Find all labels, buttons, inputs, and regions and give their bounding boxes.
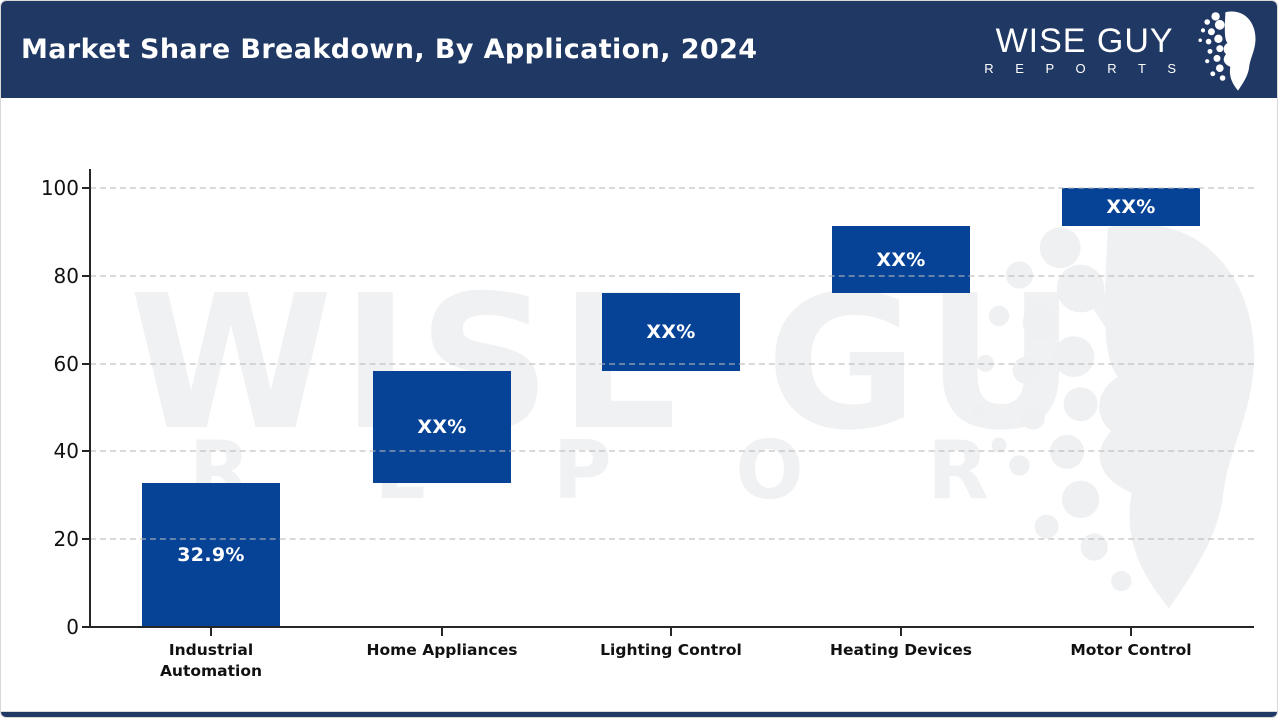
bar-segment: 32.9%: [142, 482, 280, 627]
x-tick-label: Lighting Control: [600, 641, 742, 659]
header-bar: Market Share Breakdown, By Application, …: [1, 1, 1277, 98]
y-tick-mark: [82, 274, 89, 277]
x-tick-mark: [441, 628, 443, 636]
x-tick-mark: [900, 628, 902, 636]
gridline: [90, 450, 1254, 453]
y-tick-mark: [82, 450, 89, 453]
x-tick-label: Home Appliances: [366, 641, 518, 659]
gridline: [90, 538, 1254, 541]
y-tick-mark: [82, 362, 89, 365]
logo-text: WISE GUY R E P O R T S: [984, 23, 1185, 77]
x-tick-mark: [1130, 628, 1132, 636]
x-tick-mark: [210, 628, 212, 636]
gridline: [90, 274, 1254, 277]
y-tick-mark: [82, 187, 89, 189]
y-tick-label: 40: [53, 439, 79, 464]
y-tick-label: 0: [66, 615, 79, 639]
bar-value-label: 32.9%: [177, 543, 245, 566]
x-axis-line: [89, 626, 1254, 628]
bar-value-label: XX%: [646, 320, 696, 343]
x-tick-label: Heating Devices: [830, 641, 972, 659]
x-tick-mark: [670, 628, 672, 636]
y-tick-label: 100: [40, 176, 79, 200]
bar-value-label: XX%: [876, 248, 926, 271]
footer-divider: [1, 711, 1277, 712]
gridline: [90, 187, 1254, 189]
bar-segment: XX%: [832, 226, 970, 293]
logo-head-icon: [1198, 11, 1256, 91]
bar-value-label: XX%: [417, 415, 467, 438]
y-axis-line: [89, 169, 91, 628]
footer-strip: [1, 712, 1277, 717]
bar-value-label: XX%: [1106, 196, 1156, 219]
y-tick-mark: [82, 538, 89, 541]
y-tick-label: 60: [53, 351, 79, 376]
y-tick-label: 80: [53, 263, 79, 288]
wise-guy-logo: WISE GUY R E P O R T S: [984, 7, 1261, 93]
x-tick-label: Industrial Automation: [159, 641, 263, 680]
page-title: Market Share Breakdown, By Application, …: [21, 34, 758, 65]
bar-segment: XX%: [1062, 188, 1200, 227]
logo-wordmark: WISE GUY: [995, 22, 1174, 60]
bar-segment: XX%: [602, 292, 740, 372]
gridline: [90, 362, 1254, 365]
y-tick-mark: [82, 626, 89, 628]
logo-subtitle: R E P O R T S: [984, 61, 1185, 76]
y-tick-label: 20: [53, 527, 79, 552]
bar-segment: XX%: [373, 371, 511, 483]
x-tick-label: Motor Control: [1070, 641, 1192, 659]
